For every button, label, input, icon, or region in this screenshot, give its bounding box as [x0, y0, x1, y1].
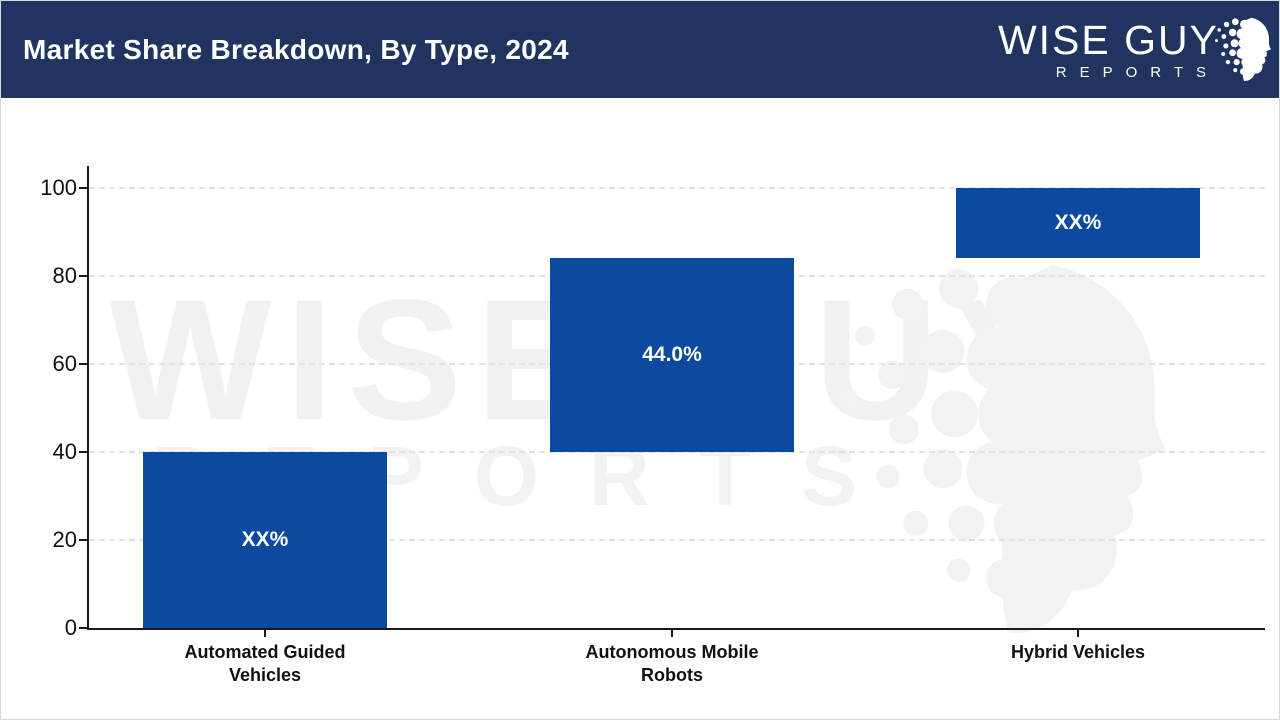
y-tick-mark	[79, 187, 87, 189]
gridline-20	[89, 539, 1265, 541]
x-tick-mark	[671, 630, 673, 637]
bar-value-label: XX%	[241, 528, 289, 551]
y-axis-line	[87, 166, 89, 630]
category-label-automated-guided-vehicles: Automated Guided Vehicles	[184, 642, 346, 685]
category-label-autonomous-mobile-robots: Autonomous Mobile Robots	[585, 642, 759, 685]
y-tick-mark	[79, 451, 87, 453]
bar-value-label: 44.0%	[642, 343, 702, 367]
dotted-head-icon	[1214, 17, 1271, 81]
bar-automated-guided-vehicles: XX%	[143, 452, 387, 628]
y-tick-mark	[79, 627, 87, 629]
bar-autonomous-mobile-robots: 44.0%	[550, 258, 794, 452]
logo-line1: WISE GUY	[997, 16, 1219, 63]
y-tick-label: 40	[52, 439, 77, 464]
wise-guy-logo: WISE GUY REPORTS	[998, 3, 1277, 97]
header: Market Share Breakdown, By Type, 2024 WI…	[1, 1, 1279, 98]
y-tick-label: 60	[52, 351, 77, 376]
y-tick-label: 80	[52, 263, 77, 288]
category-label-hybrid-vehicles: Hybrid Vehicles	[1010, 642, 1146, 662]
logo-line2: REPORTS	[1055, 63, 1219, 81]
x-tick-mark	[264, 630, 266, 637]
y-tick-mark	[79, 539, 87, 541]
logo-wordmark: WISE GUY REPORTS	[997, 16, 1219, 81]
bar-value-label: XX%	[1054, 211, 1102, 235]
gridline-100	[89, 187, 1265, 189]
gridline-40	[89, 451, 1265, 453]
x-tick-mark	[1077, 630, 1079, 637]
x-axis-line	[87, 628, 1265, 630]
chart-title: Market Share Breakdown, By Type, 2024	[23, 33, 569, 65]
y-tick-label: 0	[64, 615, 77, 640]
y-tick-mark	[79, 363, 87, 365]
bar-hybrid-vehicles: XX%	[956, 188, 1200, 259]
y-tick-label: 100	[40, 175, 77, 200]
y-tick-label: 20	[52, 527, 77, 552]
y-tick-mark	[79, 275, 87, 277]
